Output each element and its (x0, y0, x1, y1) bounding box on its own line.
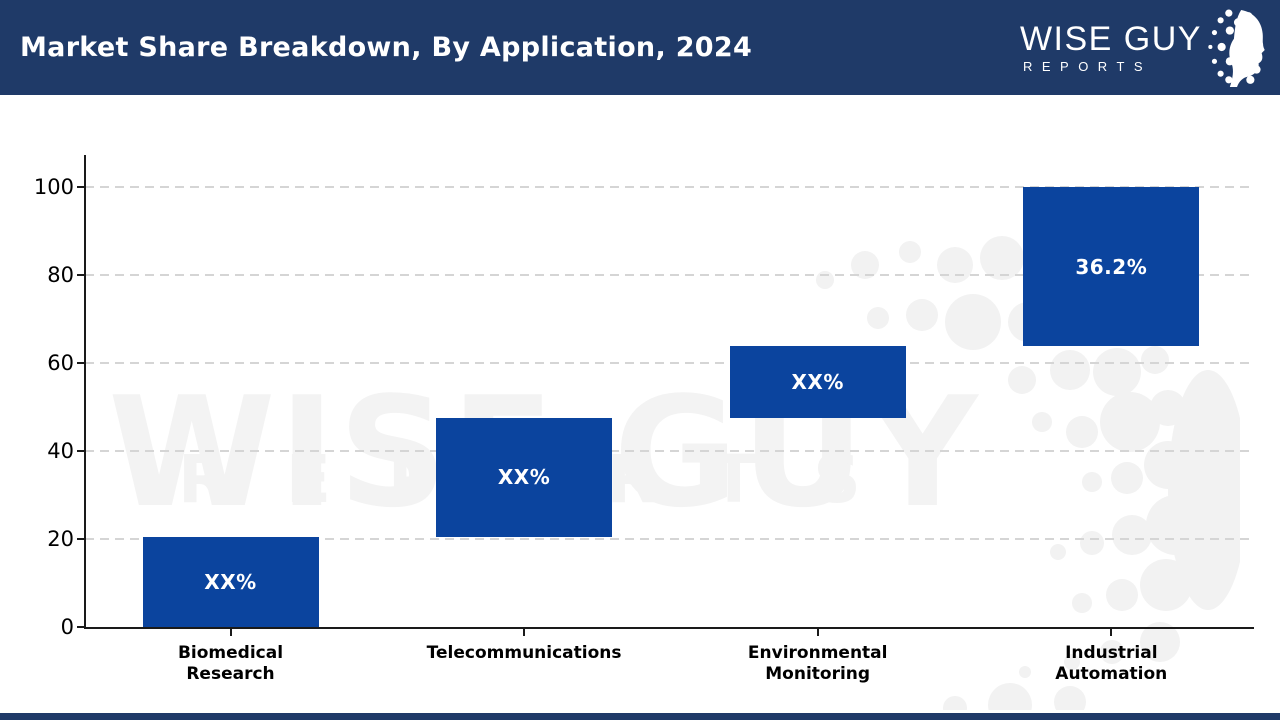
y-axis-label-80: 80 (47, 263, 74, 287)
y-tick-20 (77, 538, 84, 540)
y-tick-0 (77, 626, 84, 628)
x-tick-2 (816, 629, 819, 636)
y-axis-label-40: 40 (47, 439, 74, 463)
bar-value-label: XX% (791, 370, 844, 395)
brand-logo-text: WISE GUY REPORTS (1020, 22, 1202, 73)
category-label-1: Telecommunications (426, 643, 622, 663)
y-tick-100 (77, 186, 84, 188)
bar-value-label: XX% (497, 465, 551, 490)
header-bar: Market Share Breakdown, By Application, … (0, 0, 1280, 95)
y-axis-label-60: 60 (47, 351, 74, 375)
bar-value-label: XX% (204, 569, 257, 594)
y-tick-40 (77, 450, 84, 452)
bar-biomedical-research: XX% (142, 536, 319, 627)
y-tick-60 (77, 362, 84, 364)
category-label-0: Biomedical Research (177, 643, 284, 684)
gridline-80 (85, 274, 1255, 276)
y-axis-label-20: 20 (47, 527, 74, 551)
brand-logo: WISE GUY REPORTS (1020, 8, 1266, 88)
gridline-40 (85, 450, 1255, 452)
y-tick-80 (77, 274, 84, 276)
x-tick-0 (229, 629, 232, 636)
y-axis-label-100: 100 (33, 175, 74, 199)
category-label-2: Environmental Monitoring (747, 643, 888, 684)
bar-environmental-monitoring: XX% (729, 346, 906, 418)
brand-subname: REPORTS (1022, 59, 1153, 74)
x-tick-1 (523, 629, 526, 636)
x-tick-3 (1110, 629, 1113, 636)
page-title: Market Share Breakdown, By Application, … (20, 32, 753, 63)
brand-face-icon (1208, 9, 1265, 87)
x-axis-line (84, 627, 1254, 629)
footer-bar (0, 713, 1280, 720)
category-label-3: Industrial Automation (1055, 643, 1168, 684)
bar-value-label: 36.2% (1075, 254, 1148, 279)
bar-industrial-automation: 36.2% (1023, 187, 1200, 347)
bar-telecommunications: XX% (436, 418, 613, 537)
y-axis-label-0: 0 (60, 615, 74, 639)
gridline-60 (85, 362, 1255, 364)
y-axis-line (84, 155, 86, 629)
brand-name: WISE GUY (1019, 20, 1202, 58)
gridline-20 (85, 538, 1255, 540)
gridline-100 (85, 186, 1255, 188)
waterfall-chart: WISE GUY REPORTS 020406080100XX%Biomedic… (0, 95, 1280, 713)
